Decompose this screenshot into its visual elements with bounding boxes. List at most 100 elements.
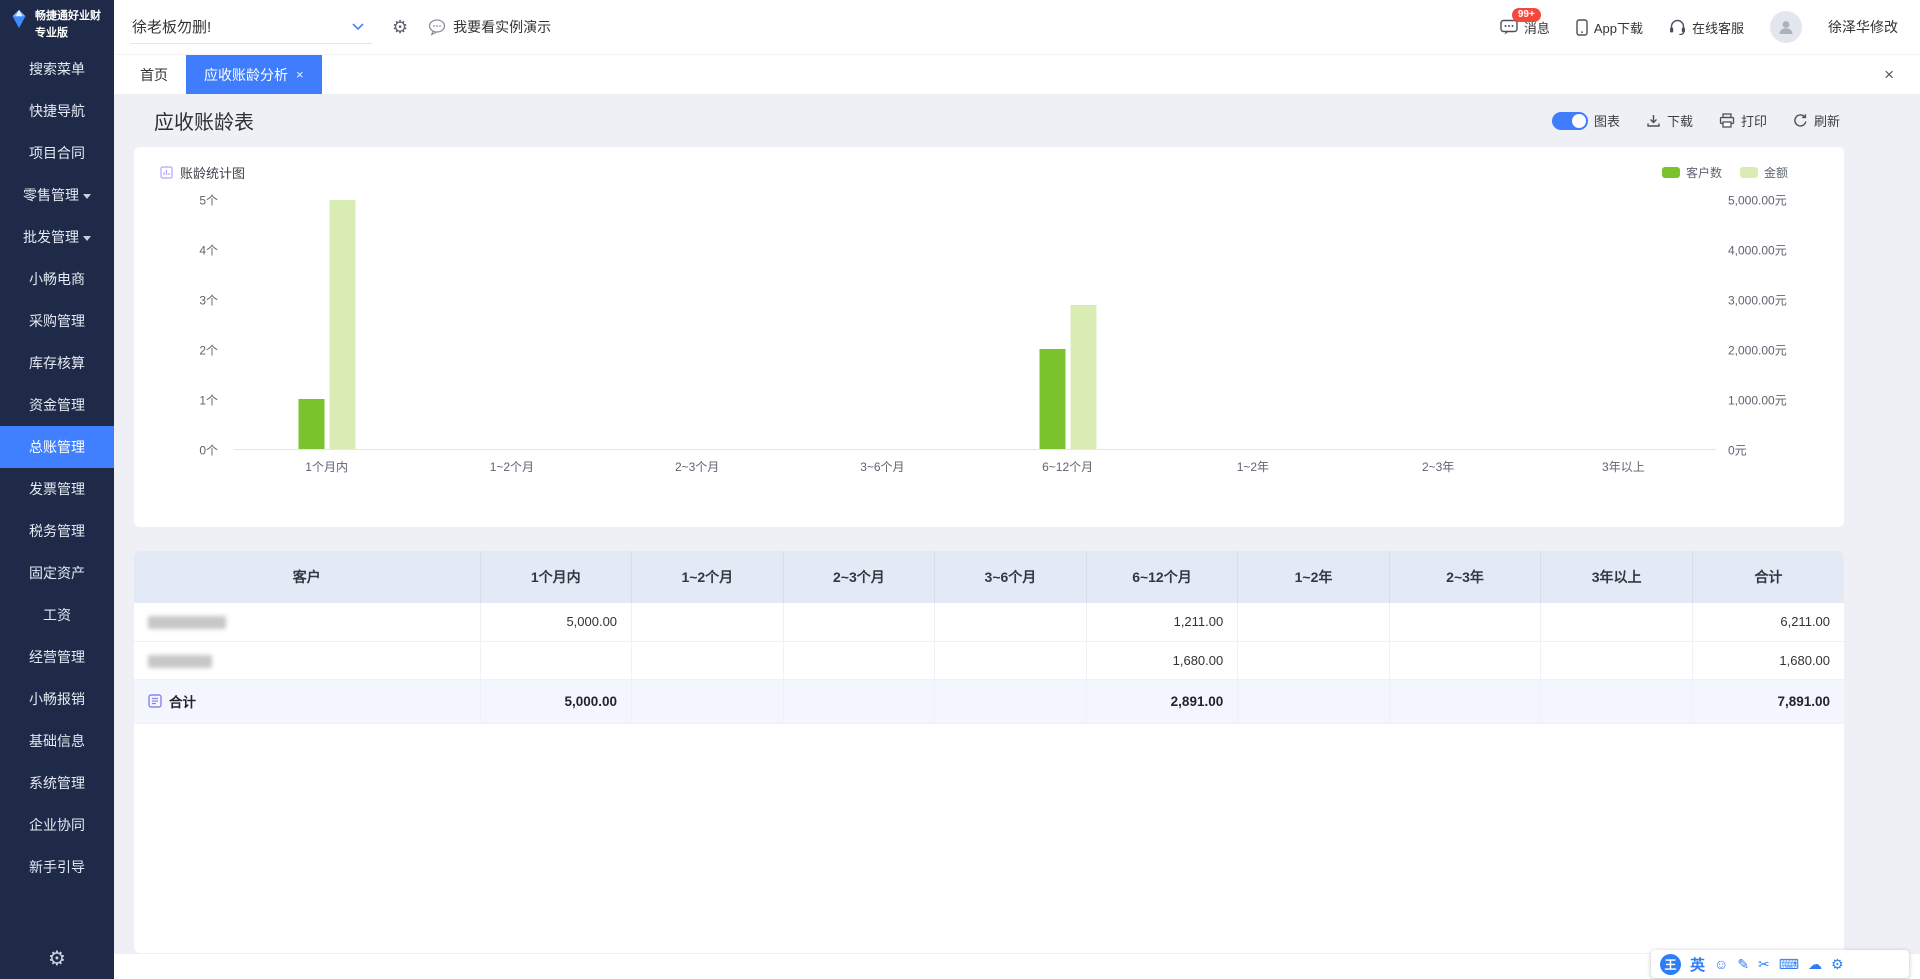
sidebar-item-基础信息[interactable]: 基础信息	[0, 720, 114, 762]
download-icon	[1647, 115, 1660, 127]
sidebar-item-搜索菜单[interactable]: 搜索菜单	[0, 48, 114, 90]
user-avatar[interactable]	[1770, 11, 1802, 43]
tab-应收账龄分析[interactable]: 应收账龄分析 ×	[186, 55, 322, 94]
chart-slot-3年以上: 3年以上	[1531, 200, 1716, 474]
demo-link-label: 我要看实例演示	[453, 19, 552, 35]
sidebar-item-发票管理[interactable]: 发票管理	[0, 468, 114, 510]
main-content: 应收账龄表 图表 下载 打印 刷新 账龄统计图 客户数 金额	[114, 94, 1920, 954]
value-cell: 6,211.00	[1692, 603, 1844, 642]
legend-item-金额[interactable]: 金额	[1739, 164, 1788, 181]
table-header-1~2年: 1~2年	[1237, 551, 1390, 603]
total-label-cell: 合计	[134, 679, 481, 724]
demo-link[interactable]: 我要看实例演示	[428, 17, 551, 37]
table-row[interactable]: 5,000.00 1,211.00 6,211.00	[134, 603, 1844, 642]
bar-pair	[669, 200, 726, 449]
total-value-cell: 2,891.00	[1086, 679, 1239, 724]
chart-slot-2~3年: 2~3年	[1346, 200, 1531, 474]
messages-button[interactable]: 99+ 消息	[1500, 7, 1550, 37]
tab-close-icon[interactable]: ×	[296, 67, 304, 82]
sidebar-item-label: 系统管理	[29, 775, 85, 792]
download-button[interactable]: 下载	[1646, 111, 1693, 130]
bar-金额-1个月内	[329, 200, 356, 449]
tab-首页[interactable]: 首页	[122, 55, 186, 94]
ime-pen-icon[interactable]: ✎	[1737, 956, 1750, 972]
redacted-customer-name	[148, 616, 226, 630]
customer-cell	[134, 641, 481, 680]
value-cell	[1540, 641, 1693, 680]
sidebar-item-税务管理[interactable]: 税务管理	[0, 510, 114, 552]
refresh-label: 刷新	[1813, 114, 1840, 129]
sidebar-item-label: 小畅报销	[29, 691, 85, 708]
bar-pair	[854, 200, 911, 449]
ime-toolbar[interactable]: 王 英 ☺ ✎ ✂ ⌨ ☁ ⚙	[1651, 950, 1909, 978]
sidebar-item-零售管理[interactable]: 零售管理	[0, 174, 114, 216]
sidebar-item-label: 资金管理	[29, 397, 85, 414]
table-total-row: 合计 5,000.00 2,891.00 7,891.00	[134, 679, 1844, 724]
axis-tick-label: 4,000.00元	[1728, 243, 1787, 258]
aging-bar-chart: 5个 4个 3个 2个 1个 0个 1个月内 1~2个月 2~3个月 3~6个月 6~12个月 1~…	[134, 188, 1844, 496]
ime-emoji-icon[interactable]: ☺	[1714, 956, 1729, 972]
ime-cloud-icon[interactable]: ☁	[1808, 956, 1822, 972]
company-select[interactable]: 徐老板勿删!	[130, 10, 372, 44]
table-header-3~6个月: 3~6个月	[934, 551, 1087, 603]
bar-pair	[1410, 200, 1467, 449]
ime-keyboard-icon[interactable]: ⌨	[1778, 956, 1799, 972]
sidebar-item-采购管理[interactable]: 采购管理	[0, 300, 114, 342]
sidebar-item-固定资产[interactable]: 固定资产	[0, 552, 114, 594]
value-cell	[783, 641, 936, 680]
axis-tick-label: 3,000.00元	[1728, 293, 1787, 308]
axis-tick-label: 2个	[199, 343, 218, 358]
sidebar-item-企业协同[interactable]: 企业协同	[0, 804, 114, 846]
chevron-down-icon	[83, 235, 91, 241]
chart-toggle[interactable]: 图表	[1551, 111, 1620, 130]
tabbar-close-icon[interactable]: ×	[1884, 64, 1894, 84]
ime-mode-indicator[interactable]: 英	[1690, 956, 1706, 974]
sidebar-settings-gear-icon[interactable]: ⚙	[48, 948, 66, 970]
sidebar-item-总账管理[interactable]: 总账管理	[0, 426, 114, 469]
phone-icon	[1576, 18, 1588, 36]
legend-item-客户数[interactable]: 客户数	[1661, 164, 1722, 181]
sidebar-item-库存核算[interactable]: 库存核算	[0, 342, 114, 384]
app-download-button[interactable]: App下载	[1576, 18, 1643, 37]
print-button[interactable]: 打印	[1719, 111, 1767, 130]
sidebar-item-快捷导航[interactable]: 快捷导航	[0, 90, 114, 132]
workspace-gear-icon[interactable]: ⚙	[392, 16, 409, 37]
chart-toggle-switch[interactable]	[1551, 111, 1588, 130]
sidebar-menu: 搜索菜单快捷导航项目合同 零售管理 批发管理 小畅电商 采购管理 库存核算资金管理总账管理…	[0, 48, 114, 888]
value-cell	[1389, 641, 1542, 680]
sidebar-item-批发管理[interactable]: 批发管理	[0, 216, 114, 258]
headset-icon	[1669, 19, 1685, 35]
customer-cell	[134, 603, 481, 642]
sidebar-item-资金管理[interactable]: 资金管理	[0, 384, 114, 426]
sidebar-item-label: 快捷导航	[29, 103, 85, 120]
legend-swatch	[1739, 167, 1758, 178]
sidebar-item-小畅电商[interactable]: 小畅电商	[0, 258, 114, 300]
app-download-label: App下载	[1593, 20, 1643, 36]
ime-logo[interactable]: 王	[1660, 953, 1681, 975]
axis-tick-label: 4个	[199, 243, 218, 258]
username[interactable]: 徐泽华修改	[1828, 19, 1898, 35]
table-row[interactable]: 1,680.00 1,680.00	[134, 641, 1844, 680]
sidebar-item-新手引导[interactable]: 新手引导	[0, 846, 114, 888]
value-cell: 5,000.00	[480, 603, 633, 642]
online-service-button[interactable]: 在线客服	[1669, 18, 1744, 37]
page-header: 应收账龄表 图表 下载 打印 刷新	[114, 94, 1920, 147]
axis-tick-label: 0元	[1728, 443, 1747, 458]
refresh-button[interactable]: 刷新	[1793, 111, 1840, 130]
sidebar-item-工资[interactable]: 工资	[0, 594, 114, 636]
sidebar-item-项目合同[interactable]: 项目合同	[0, 132, 114, 174]
table-header-2~3年: 2~3年	[1389, 551, 1542, 603]
ime-scissors-icon[interactable]: ✂	[1758, 956, 1770, 972]
axis-tick-label: 1个	[199, 393, 218, 408]
sidebar-item-label: 税务管理	[29, 523, 85, 540]
value-cell	[631, 641, 784, 680]
table-header-合计: 合计	[1692, 551, 1844, 603]
ime-settings-icon[interactable]: ⚙	[1831, 956, 1844, 972]
axis-tick-label: 3个	[199, 293, 218, 308]
sidebar-item-小畅报销[interactable]: 小畅报销	[0, 678, 114, 720]
sidebar-item-系统管理[interactable]: 系统管理	[0, 762, 114, 804]
sidebar-item-经营管理[interactable]: 经营管理	[0, 636, 114, 678]
tabbar: 首页 应收账龄分析 × ×	[114, 55, 1920, 94]
legend-label: 金额	[1763, 166, 1788, 180]
chart-slot-1~2个月: 1~2个月	[419, 200, 604, 474]
